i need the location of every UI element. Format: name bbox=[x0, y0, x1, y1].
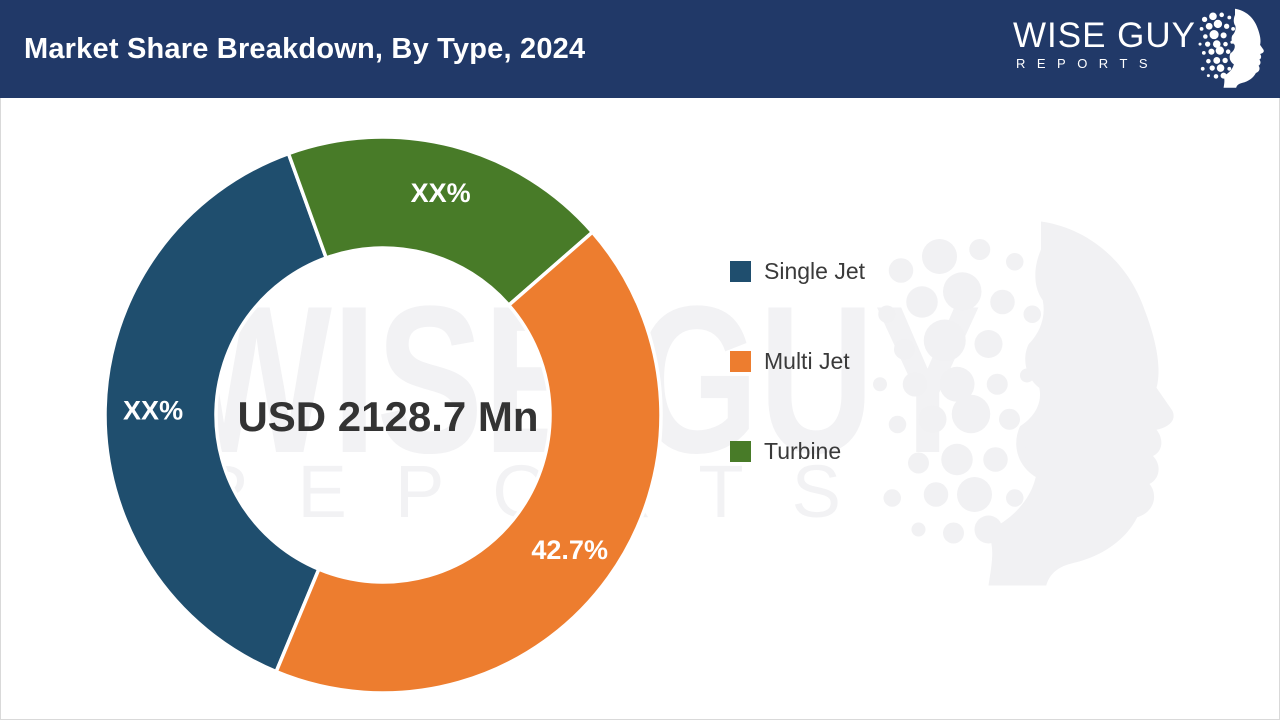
legend-label: Single Jet bbox=[764, 257, 866, 284]
legend-item-multi-jet: Multi Jet bbox=[730, 347, 865, 374]
segment-multi-jet bbox=[274, 230, 663, 695]
legend-swatch bbox=[730, 440, 751, 462]
page-title: Market Share Breakdown, By Type, 2024 bbox=[24, 32, 586, 65]
logo-subtext: REPORTS bbox=[1015, 56, 1160, 71]
logo-face-icon bbox=[1198, 8, 1264, 88]
segment-label-turbine: XX% bbox=[411, 178, 471, 208]
segment-label-multi-jet: 42.7% bbox=[531, 535, 608, 565]
header: Market Share Breakdown, By Type, 2024 WI… bbox=[0, 0, 1280, 98]
legend: Single Jet Multi Jet Turbine bbox=[730, 257, 866, 529]
logo-wordmark: WISE GUY bbox=[1012, 16, 1196, 55]
legend-item-turbine: Turbine bbox=[730, 437, 865, 464]
segment-single-jet bbox=[103, 151, 328, 674]
legend-swatch bbox=[730, 260, 751, 282]
donut-chart: XX% XX% 42.7% bbox=[103, 135, 663, 695]
legend-label: Multi Jet bbox=[764, 347, 850, 374]
logo-text: WISE GUY REPORTS bbox=[1013, 18, 1196, 71]
donut-center-value: USD 2128.7 Mn bbox=[237, 393, 539, 440]
legend-label: Turbine bbox=[764, 437, 842, 464]
legend-swatch bbox=[730, 350, 751, 372]
wiseguy-logo: WISE GUY REPORTS bbox=[1013, 5, 1276, 93]
chart-area: WISE GUY REPORTS XX%XX%42.7% USD 2128.7 … bbox=[0, 98, 1280, 720]
segment-turbine bbox=[286, 135, 595, 307]
legend-item-single-jet: Single Jet bbox=[730, 257, 866, 284]
segment-label-single-jet: XX% bbox=[123, 395, 183, 425]
